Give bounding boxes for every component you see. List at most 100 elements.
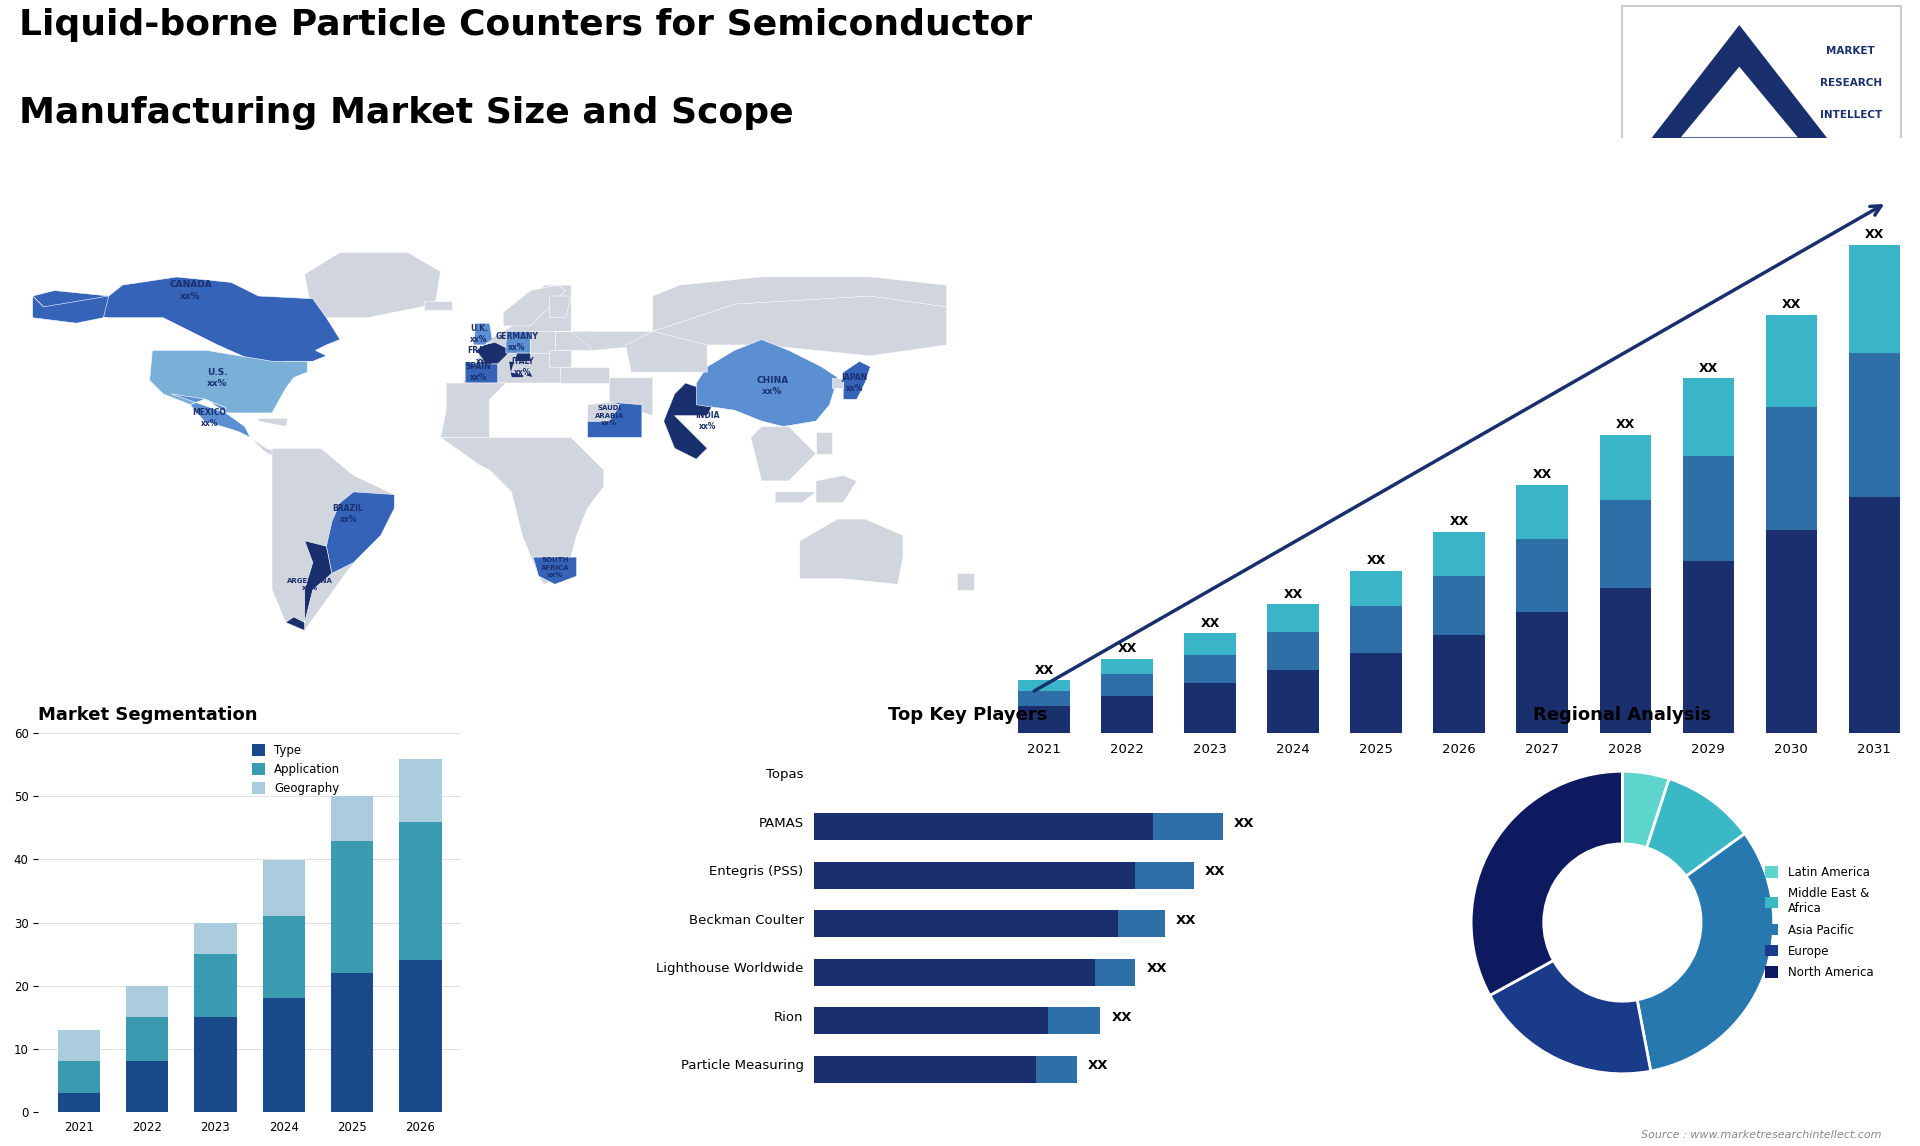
Bar <box>1517 540 1569 612</box>
Polygon shape <box>561 367 609 383</box>
Text: Source : www.marketresearchintellect.com: Source : www.marketresearchintellect.com <box>1642 1130 1882 1140</box>
Wedge shape <box>1647 778 1745 877</box>
Polygon shape <box>653 277 947 331</box>
Bar <box>399 960 442 1112</box>
Text: JAPAN
xx%: JAPAN xx% <box>841 372 868 393</box>
Polygon shape <box>833 377 843 388</box>
Bar <box>1682 560 1734 733</box>
Text: Topas: Topas <box>766 768 803 782</box>
Text: MEXICO
xx%: MEXICO xx% <box>192 408 227 429</box>
Bar <box>1135 862 1194 888</box>
Text: PAMAS: PAMAS <box>758 817 803 830</box>
Bar <box>1350 571 1402 606</box>
Bar <box>58 1061 100 1093</box>
Bar <box>1267 669 1319 733</box>
Text: Liquid-borne Particle Counters for Semiconductor: Liquid-borne Particle Counters for Semic… <box>19 8 1033 42</box>
Polygon shape <box>530 331 555 353</box>
Bar <box>1766 531 1816 733</box>
Bar <box>1849 497 1901 733</box>
Text: ITALY
xx%: ITALY xx% <box>511 356 534 377</box>
Text: GERMANY
xx%: GERMANY xx% <box>495 332 538 352</box>
Bar <box>1434 532 1484 575</box>
Polygon shape <box>751 426 816 481</box>
Bar <box>1094 959 1135 986</box>
Text: XX: XX <box>1284 588 1304 601</box>
Polygon shape <box>250 438 286 460</box>
Text: Market Segmentation: Market Segmentation <box>38 706 257 723</box>
Bar <box>399 759 442 822</box>
Polygon shape <box>816 432 833 454</box>
Bar <box>814 1055 1037 1083</box>
Polygon shape <box>697 339 837 426</box>
Text: XX: XX <box>1175 913 1196 927</box>
Bar <box>1849 353 1901 497</box>
Text: SOUTH
AFRICA
xx%: SOUTH AFRICA xx% <box>541 557 568 579</box>
Bar <box>1018 706 1069 733</box>
Text: FRANCE
xx%: FRANCE xx% <box>467 346 501 366</box>
Polygon shape <box>474 323 492 345</box>
Text: XX: XX <box>1615 418 1634 431</box>
Polygon shape <box>664 383 712 460</box>
Bar <box>1599 500 1651 588</box>
Bar <box>1267 604 1319 631</box>
Polygon shape <box>463 285 572 383</box>
Bar <box>194 923 236 953</box>
Text: Entegris (PSS): Entegris (PSS) <box>708 865 803 878</box>
Text: XX: XX <box>1235 817 1254 830</box>
Text: CHINA
xx%: CHINA xx% <box>756 376 789 395</box>
Polygon shape <box>507 331 530 353</box>
Bar <box>263 860 305 917</box>
Bar <box>1018 691 1069 706</box>
Polygon shape <box>1680 66 1797 138</box>
Text: XX: XX <box>1200 617 1219 629</box>
Polygon shape <box>958 573 973 590</box>
Wedge shape <box>1622 771 1668 848</box>
Wedge shape <box>1471 771 1622 996</box>
Polygon shape <box>588 402 620 421</box>
Bar <box>1599 434 1651 500</box>
Bar <box>1517 612 1569 733</box>
Bar <box>814 862 1135 888</box>
Text: CANADA
xx%: CANADA xx% <box>169 281 211 300</box>
Polygon shape <box>549 351 572 367</box>
Polygon shape <box>801 519 902 584</box>
Text: XX: XX <box>1699 362 1718 375</box>
Polygon shape <box>442 383 507 438</box>
Text: XX: XX <box>1367 555 1386 567</box>
Bar <box>58 1029 100 1061</box>
Bar <box>194 953 236 1018</box>
Bar <box>1037 1055 1077 1083</box>
Polygon shape <box>776 492 816 503</box>
Polygon shape <box>588 402 641 438</box>
Bar <box>1185 654 1236 683</box>
Polygon shape <box>555 296 947 355</box>
Text: XX: XX <box>1450 515 1469 528</box>
Title: Top Key Players: Top Key Players <box>887 706 1048 723</box>
Polygon shape <box>534 557 576 584</box>
Text: U.S.
xx%: U.S. xx% <box>207 368 228 387</box>
Wedge shape <box>1638 833 1774 1072</box>
Polygon shape <box>286 541 332 630</box>
Polygon shape <box>843 361 870 399</box>
Text: XX: XX <box>1206 865 1225 878</box>
Polygon shape <box>273 448 394 630</box>
Text: Particle Measuring: Particle Measuring <box>680 1059 803 1072</box>
Bar <box>1350 606 1402 653</box>
Text: XX: XX <box>1864 228 1884 241</box>
Polygon shape <box>33 296 109 323</box>
Text: XX: XX <box>1532 468 1551 481</box>
Polygon shape <box>33 277 340 367</box>
Wedge shape <box>1490 960 1651 1074</box>
Bar <box>1517 485 1569 540</box>
Text: XX: XX <box>1146 963 1167 975</box>
Text: Beckman Coulter: Beckman Coulter <box>689 913 803 927</box>
Text: XX: XX <box>1089 1059 1108 1072</box>
Text: INDIA
xx%: INDIA xx% <box>695 411 720 431</box>
Bar <box>1117 910 1165 937</box>
Bar <box>814 1007 1048 1034</box>
Bar <box>1434 575 1484 635</box>
Polygon shape <box>171 394 250 438</box>
Legend: Type, Application, Geography: Type, Application, Geography <box>248 739 346 800</box>
Bar <box>1682 378 1734 456</box>
Bar <box>1154 814 1223 840</box>
